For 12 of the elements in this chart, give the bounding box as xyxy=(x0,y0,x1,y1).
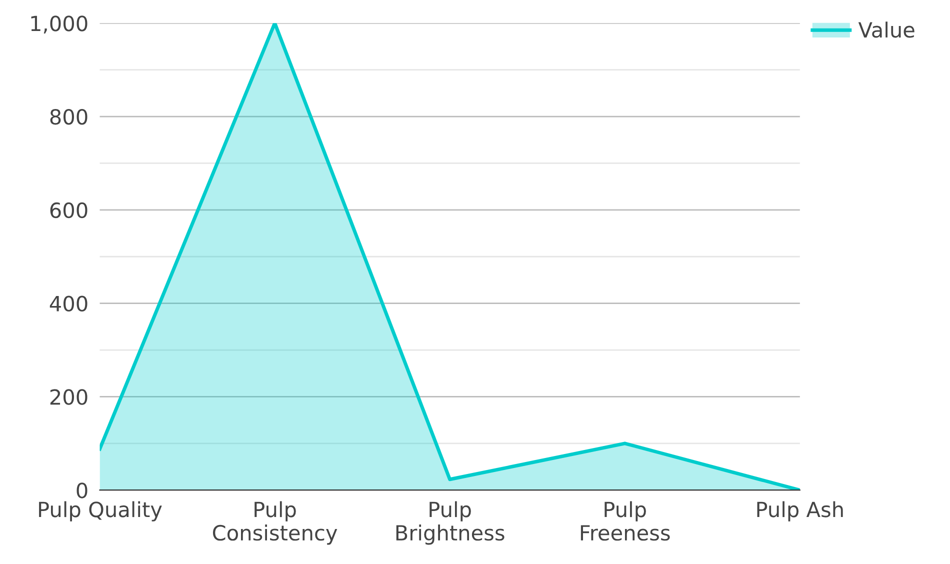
x-tick-label: Pulp Quality xyxy=(39,501,162,522)
x-tick-label: Pulp Brightness xyxy=(396,501,504,545)
x-tick-label: Pulp Freeness xyxy=(580,501,670,541)
x-tick-label: Pulp Ash xyxy=(757,501,843,522)
y-tick-label: 0 xyxy=(76,482,88,498)
y-tick-label: 400 xyxy=(50,296,88,312)
legend-label: Value xyxy=(858,22,914,38)
x-tick-label: Pulp Consistency xyxy=(212,501,338,545)
y-tick-label: 800 xyxy=(50,108,88,125)
y-tick-label: 1,000 xyxy=(31,16,88,34)
y-tick-label: 600 xyxy=(50,202,88,218)
y-tick-label: 200 xyxy=(50,389,88,405)
